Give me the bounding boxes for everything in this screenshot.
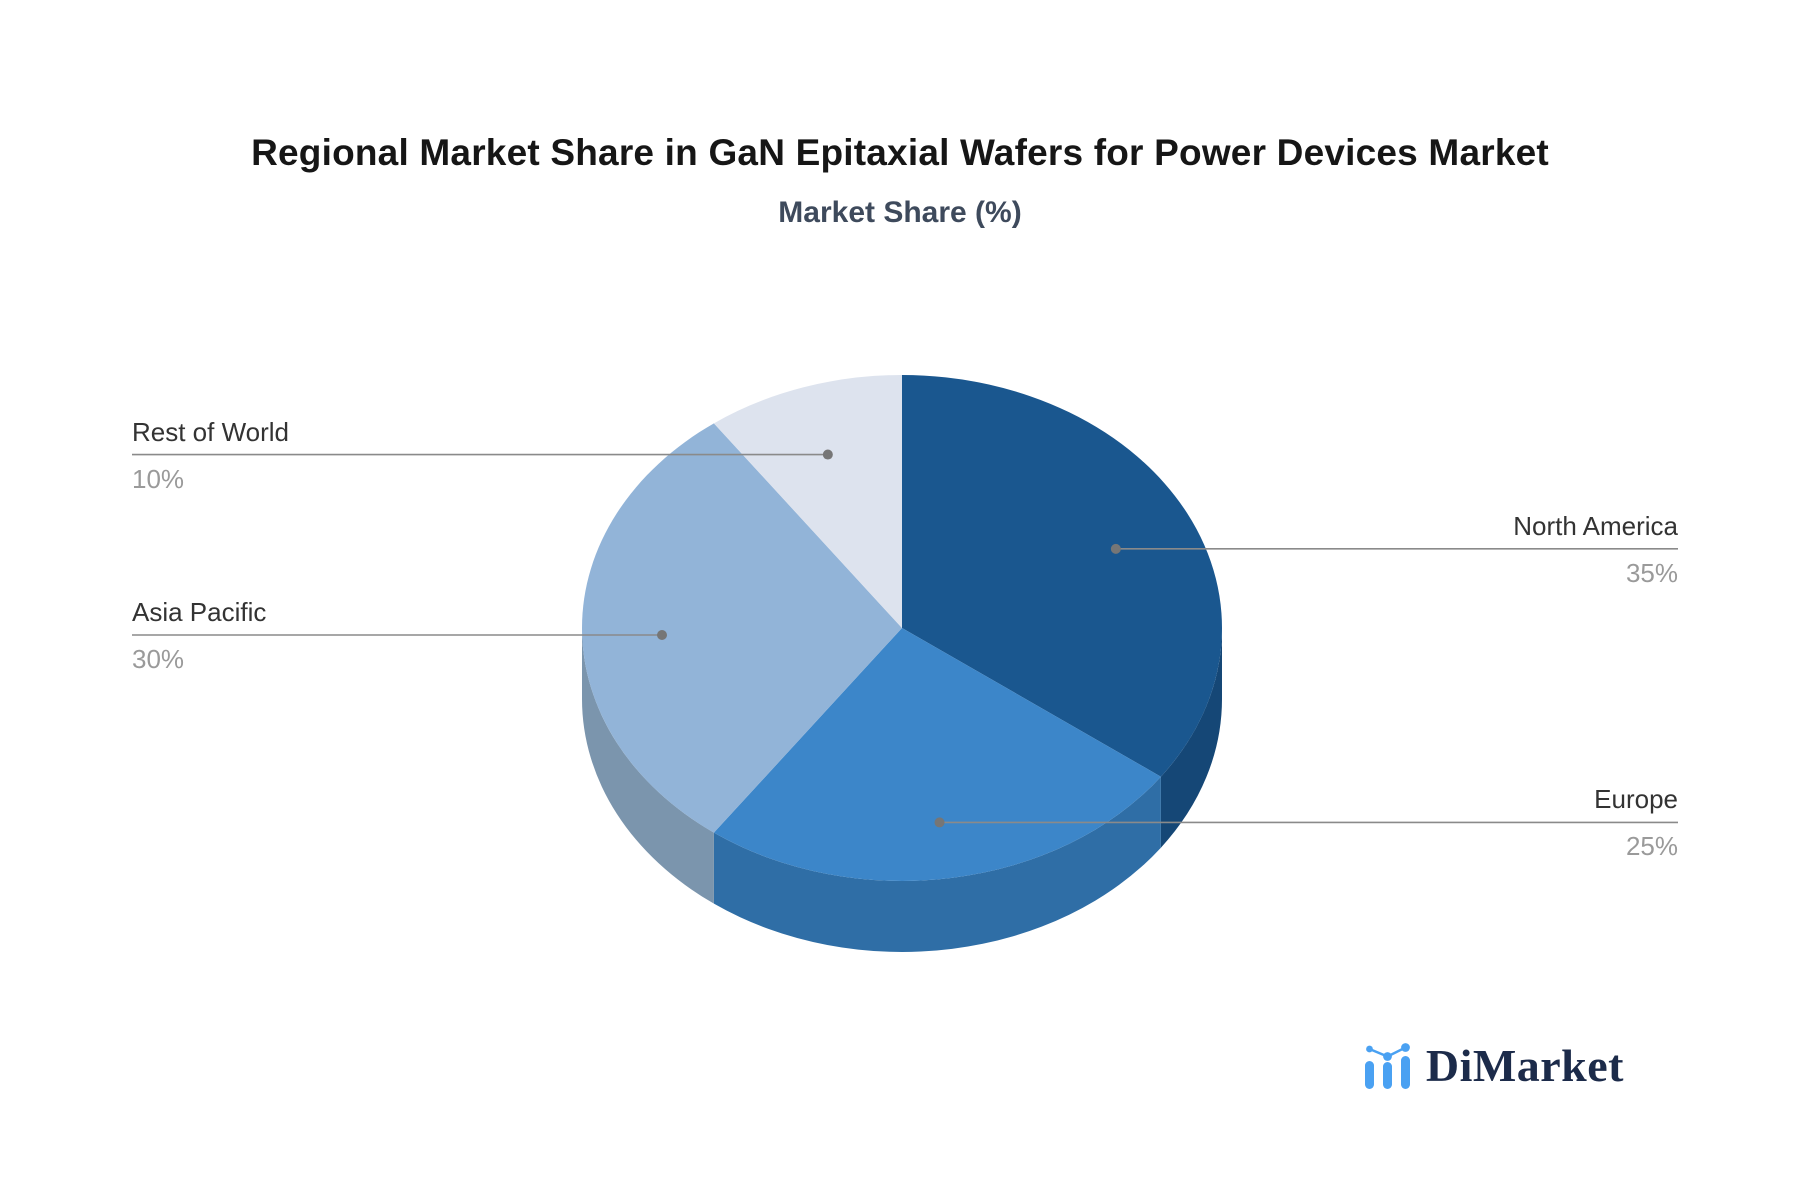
slice-percent: 25% bbox=[1625, 831, 1678, 862]
slice-name: North America bbox=[1513, 510, 1678, 541]
brand-logo-text: DiMarket bbox=[1425, 1040, 1624, 1091]
pie-label-rest-of-world: Rest of World 10% bbox=[132, 417, 289, 494]
leader-dot-asia-pacific bbox=[657, 630, 667, 640]
chart-title: Regional Market Share in GaN Epitaxial W… bbox=[251, 132, 1549, 173]
pie-side-europe bbox=[713, 776, 1161, 952]
pie-side-north-america bbox=[1160, 628, 1222, 848]
pie-slice-rest-of-world bbox=[713, 375, 902, 628]
slice-name: Rest of World bbox=[132, 416, 290, 447]
leader-dot-europe bbox=[934, 817, 945, 828]
slice-percent: 10% bbox=[132, 463, 185, 494]
pie-side-asia-pacific bbox=[582, 628, 714, 904]
pie-label-europe: Europe 25% bbox=[1594, 784, 1678, 861]
leader-dot-north-america bbox=[1110, 543, 1121, 554]
pie-slice-north-america bbox=[902, 375, 1223, 777]
chart-subtitle: Market Share (%) bbox=[778, 196, 1022, 229]
slice-name: Asia Pacific bbox=[132, 597, 267, 627]
leader-dot-rest-of-world bbox=[822, 449, 833, 460]
slice-percent: 30% bbox=[132, 644, 185, 674]
pie-label-north-america: North America 35% bbox=[1513, 511, 1678, 588]
bar-line-chart-icon bbox=[1364, 1043, 1410, 1089]
brand-logo: DiMarket bbox=[1363, 1040, 1624, 1092]
pie-slice-europe bbox=[713, 628, 1161, 881]
slice-percent: 35% bbox=[1625, 557, 1678, 588]
slice-name: Europe bbox=[1594, 784, 1678, 815]
pie-label-asia-pacific: Asia Pacific 30% bbox=[132, 597, 266, 674]
pie-slice-asia-pacific bbox=[581, 423, 902, 833]
